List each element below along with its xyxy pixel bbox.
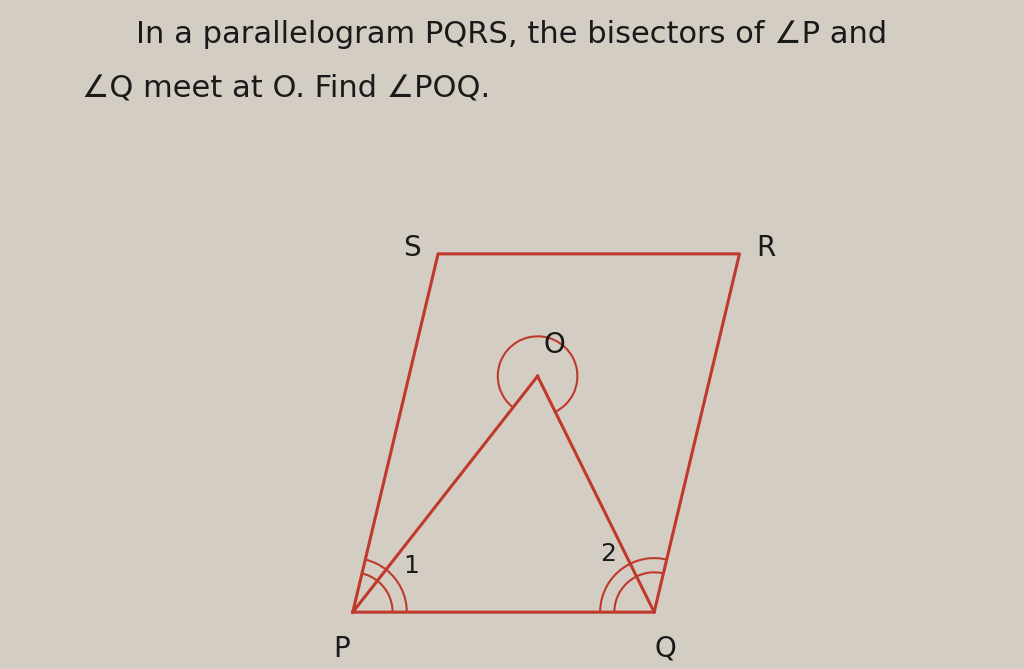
Text: In a parallelogram PQRS, the bisectors of ∠P and: In a parallelogram PQRS, the bisectors o… — [136, 20, 888, 49]
Text: 2: 2 — [600, 542, 616, 566]
Text: Q: Q — [654, 635, 677, 663]
Text: P: P — [333, 635, 350, 663]
Text: R: R — [757, 234, 776, 262]
Text: ∠Q meet at O. Find ∠POQ.: ∠Q meet at O. Find ∠POQ. — [82, 74, 490, 102]
Text: O: O — [544, 331, 565, 359]
Text: 1: 1 — [402, 555, 419, 578]
Text: S: S — [403, 234, 421, 262]
